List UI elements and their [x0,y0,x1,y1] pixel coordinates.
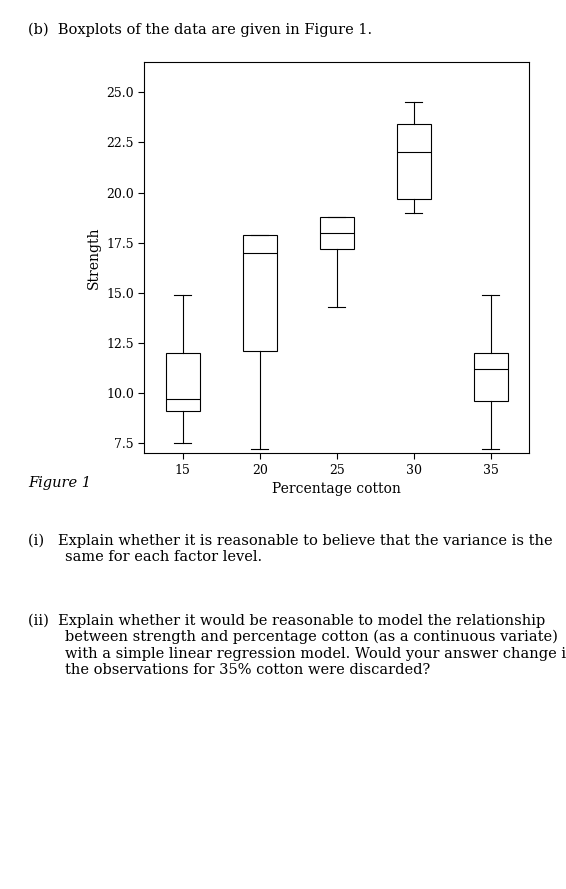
PathPatch shape [397,124,431,198]
Y-axis label: Strength: Strength [87,227,101,289]
X-axis label: Percentage cotton: Percentage cotton [272,483,401,496]
Text: Figure 1: Figure 1 [28,476,91,490]
Text: (i)   Explain whether it is reasonable to believe that the variance is the
     : (i) Explain whether it is reasonable to … [28,533,553,564]
Text: (b)  Boxplots of the data are given in Figure 1.: (b) Boxplots of the data are given in Fi… [28,22,372,36]
Text: (ii)  Explain whether it would be reasonable to model the relationship
        b: (ii) Explain whether it would be reasona… [28,613,566,677]
PathPatch shape [243,235,277,351]
PathPatch shape [474,353,508,401]
PathPatch shape [320,217,354,249]
PathPatch shape [166,353,200,412]
